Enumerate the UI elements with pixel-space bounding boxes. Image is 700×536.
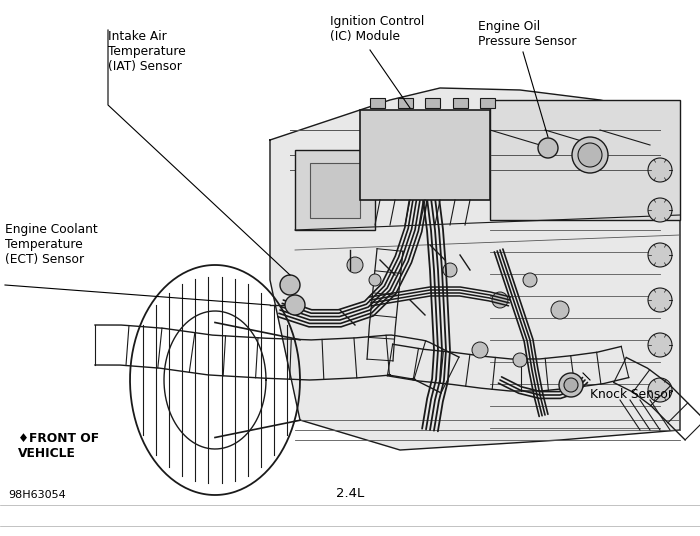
Text: Knock Sensor: Knock Sensor: [590, 388, 673, 401]
Text: Ignition Control
(IC) Module: Ignition Control (IC) Module: [330, 15, 424, 43]
Circle shape: [347, 257, 363, 273]
Circle shape: [648, 198, 672, 222]
Circle shape: [523, 273, 537, 287]
Bar: [360, 110, 490, 200]
Text: Intake Air
Temperature
(IAT) Sensor: Intake Air Temperature (IAT) Sensor: [108, 30, 186, 73]
Circle shape: [578, 143, 602, 167]
Circle shape: [472, 342, 488, 358]
Text: Engine Coolant
Temperature
(ECT) Sensor: Engine Coolant Temperature (ECT) Sensor: [5, 223, 98, 266]
Circle shape: [559, 373, 583, 397]
Circle shape: [551, 301, 569, 319]
Circle shape: [648, 243, 672, 267]
Circle shape: [564, 378, 578, 392]
Circle shape: [492, 292, 508, 308]
Bar: [490, 100, 680, 220]
Circle shape: [285, 295, 305, 315]
Circle shape: [280, 275, 300, 295]
Bar: [425, 98, 440, 108]
Circle shape: [513, 353, 527, 367]
Circle shape: [648, 333, 672, 357]
Circle shape: [572, 137, 608, 173]
Circle shape: [538, 138, 558, 158]
Circle shape: [648, 288, 672, 312]
Circle shape: [648, 378, 672, 402]
Bar: [310, 163, 360, 218]
Polygon shape: [270, 88, 680, 450]
Text: Engine Oil
Pressure Sensor: Engine Oil Pressure Sensor: [478, 20, 577, 48]
Text: 2.4L: 2.4L: [336, 487, 364, 500]
Text: ♦FRONT OF
VEHICLE: ♦FRONT OF VEHICLE: [18, 432, 99, 460]
Circle shape: [369, 274, 381, 286]
Circle shape: [648, 158, 672, 182]
Bar: [480, 98, 495, 108]
Bar: [370, 98, 385, 108]
Bar: [295, 150, 375, 230]
Circle shape: [443, 263, 457, 277]
Bar: [398, 98, 412, 108]
Bar: [452, 98, 468, 108]
Text: 98H63054: 98H63054: [8, 490, 66, 500]
